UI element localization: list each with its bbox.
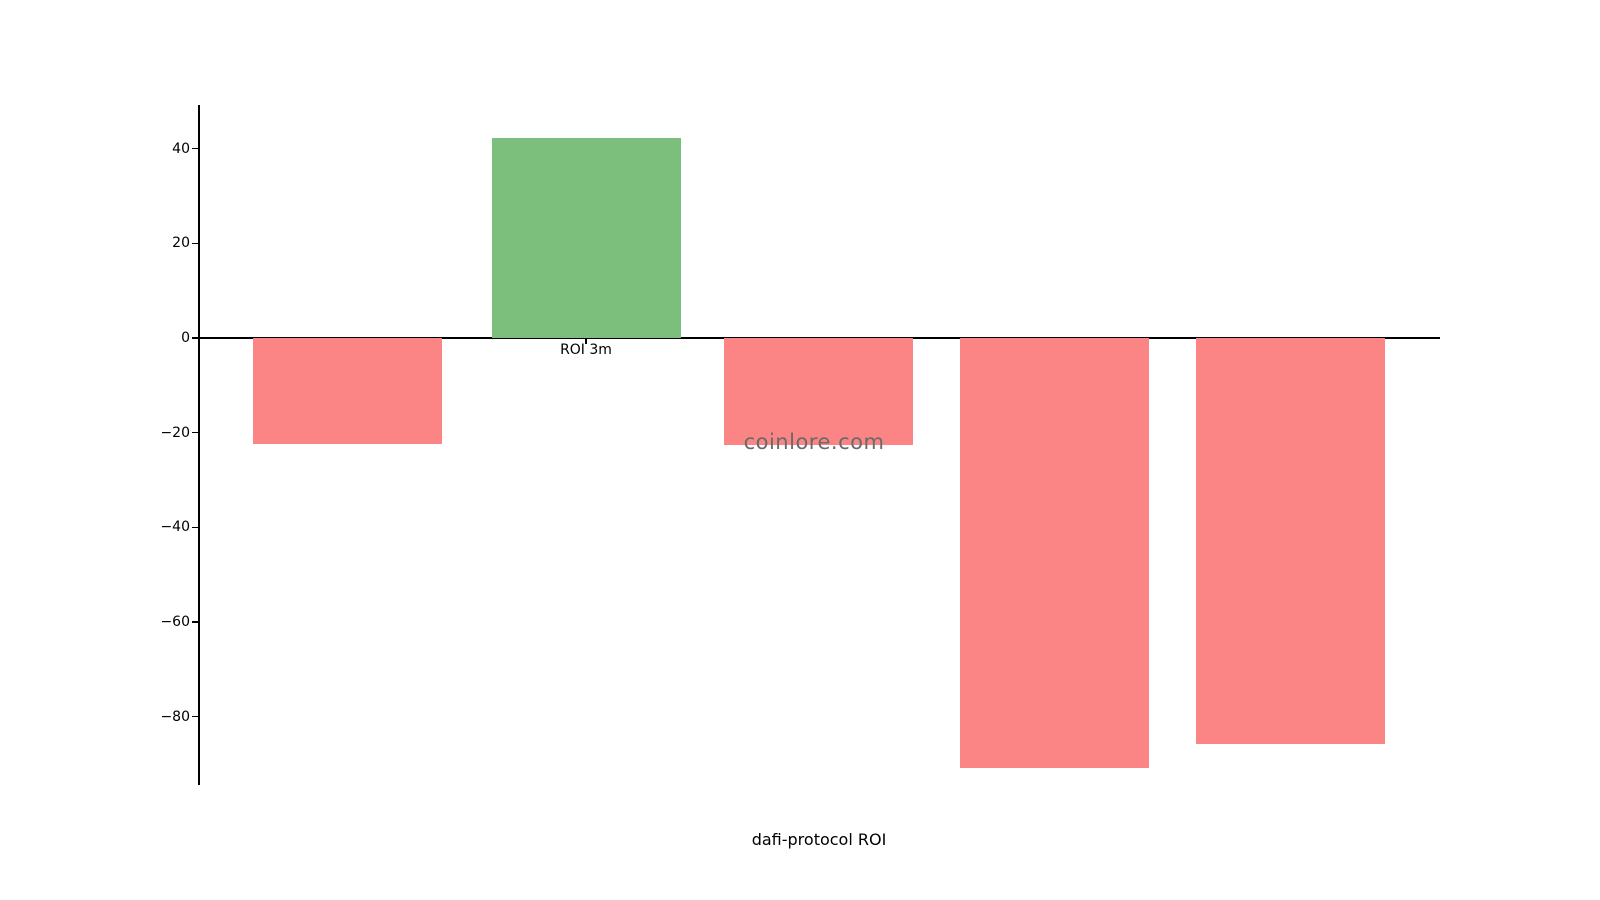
- y-tick-label: 0: [181, 330, 190, 346]
- x-axis-label: dafi-protocol ROI: [751, 830, 887, 849]
- bar-2: [491, 137, 681, 338]
- y-tick-mark: [192, 432, 199, 434]
- y-tick-label: −40: [160, 519, 190, 536]
- y-tick-label: −80: [160, 708, 190, 725]
- bar-3: [723, 338, 913, 445]
- y-tick-label: 20: [172, 235, 190, 252]
- bar-1: [252, 338, 442, 444]
- y-tick-mark: [192, 621, 199, 623]
- y-tick-label: −60: [160, 613, 190, 630]
- y-tick-mark: [192, 148, 199, 150]
- y-tick-mark: [192, 242, 199, 244]
- y-tick-mark: [192, 715, 199, 718]
- x-tick-label: ROI 3m: [560, 342, 612, 358]
- bar-4: [959, 338, 1149, 769]
- y-tick-label: −20: [160, 424, 190, 441]
- y-tick-mark: [192, 526, 199, 528]
- y-axis-line: [198, 104, 200, 786]
- y-tick-label: 40: [172, 140, 190, 157]
- y-tick-mark: [192, 337, 199, 339]
- x-tick-mark: [585, 338, 587, 344]
- bar-5: [1195, 338, 1385, 744]
- watermark-text: coinlore.com: [743, 430, 885, 454]
